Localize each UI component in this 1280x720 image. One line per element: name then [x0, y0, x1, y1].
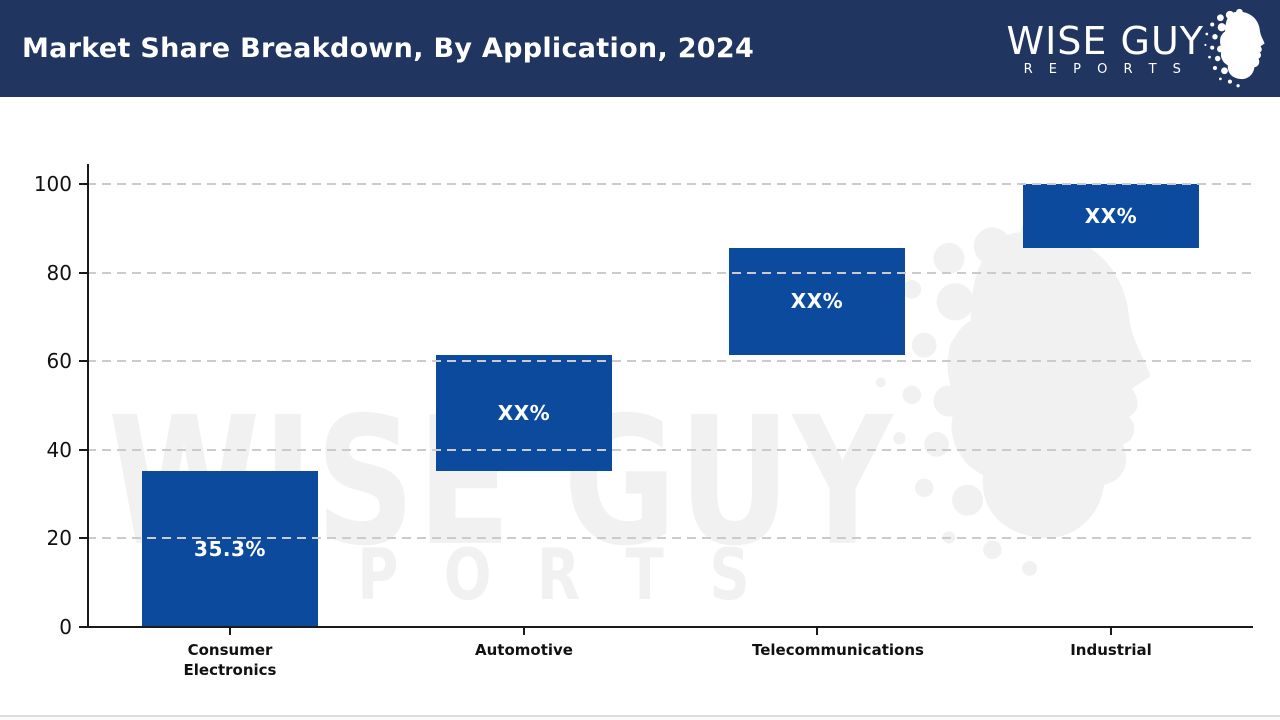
y-axis-line	[87, 164, 89, 628]
gridline	[87, 360, 1253, 363]
bar-segment	[142, 470, 318, 627]
y-tick-label: 60	[46, 349, 72, 374]
y-tick-mark	[79, 626, 87, 628]
gridline	[87, 183, 1253, 185]
wise-guy-logo: WISE GUY R E P O R T S	[1007, 8, 1280, 90]
y-tick-label: 0	[59, 615, 72, 639]
category-label: Consumer Electronics	[183, 641, 277, 680]
footer-divider	[0, 715, 1280, 717]
bar-value-label: XX%	[1084, 204, 1138, 229]
logo-text: WISE GUY R E P O R T S	[1007, 22, 1204, 76]
bar-segment	[729, 248, 905, 355]
x-tick-mark	[229, 627, 231, 635]
bar-value-label: XX%	[790, 289, 844, 314]
y-tick-label: 20	[46, 526, 72, 551]
x-tick-mark	[523, 627, 525, 635]
y-tick-label: 40	[46, 437, 72, 462]
gridline	[87, 537, 1253, 540]
y-tick-label: 100	[33, 172, 72, 196]
y-tick-mark	[79, 271, 87, 274]
logo-name: WISE GUY	[1006, 18, 1204, 63]
y-tick-mark	[79, 360, 87, 363]
gridline	[87, 448, 1253, 451]
x-axis-line	[87, 626, 1253, 628]
bar-segment	[1023, 184, 1199, 249]
dot-face-logo-icon	[1200, 8, 1268, 90]
x-tick-mark	[816, 627, 818, 635]
category-label: Telecommunications	[752, 641, 924, 659]
x-tick-mark	[1110, 627, 1112, 635]
y-tick-label: 80	[46, 260, 72, 285]
category-label: Industrial	[1070, 641, 1152, 659]
bar-value-label: 35.3%	[194, 536, 266, 561]
header-bar: Market Share Breakdown, By Application, …	[0, 0, 1280, 97]
y-tick-mark	[79, 448, 87, 451]
bar-value-label: XX%	[497, 400, 551, 425]
y-tick-mark	[79, 537, 87, 540]
gridline	[87, 271, 1253, 274]
footer-strip	[0, 717, 1280, 720]
y-tick-mark	[79, 183, 87, 185]
bar-segment	[436, 354, 612, 471]
page-title: Market Share Breakdown, By Application, …	[22, 33, 755, 64]
logo-tagline: R E P O R T S	[1023, 61, 1187, 77]
category-label: Automotive	[475, 641, 573, 659]
